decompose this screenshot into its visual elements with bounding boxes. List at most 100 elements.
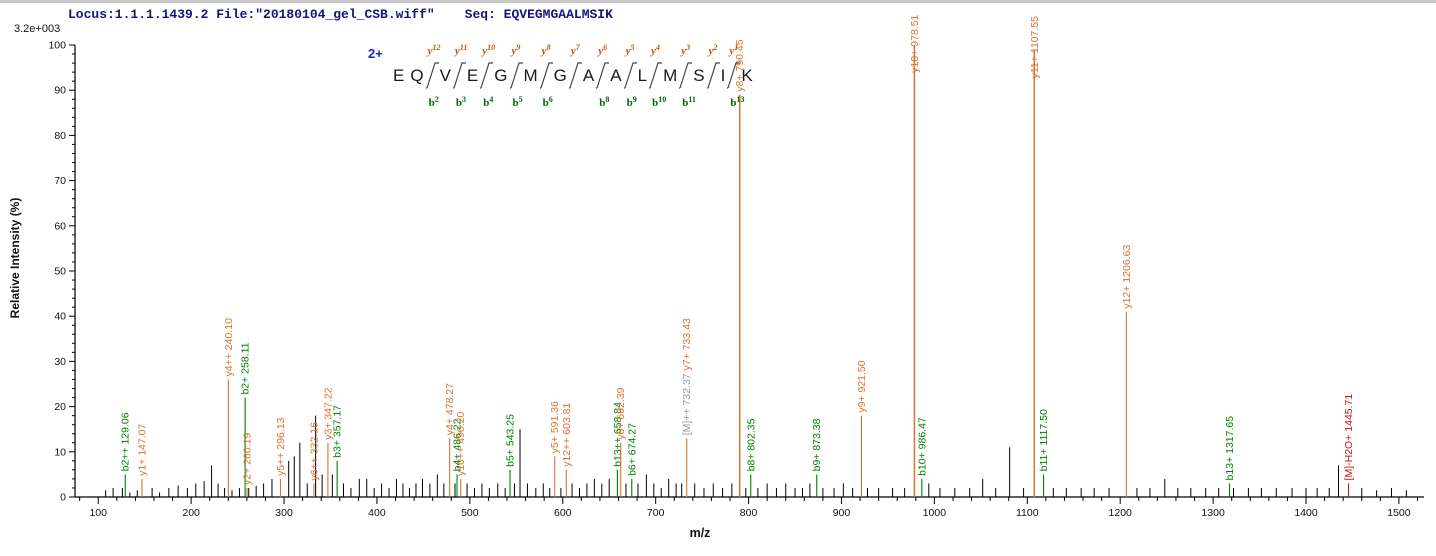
max-intensity-label: 3.2e+003 [14, 23, 61, 35]
x-axis-tick-label: 500 [461, 507, 479, 519]
cleavage-mark: y7 [568, 43, 582, 94]
b-ion-label: b4 [483, 95, 494, 109]
b-ion-label: b6 [542, 95, 553, 109]
peak-label: [M]++ 732.37 y7+ 733.43 [681, 318, 693, 435]
peak-label: y4++ 240.10 [223, 318, 235, 377]
cleavage-mark: y1 b13 [727, 43, 744, 109]
cleavage-slash-icon [649, 62, 663, 89]
peak-label: b8+ 802.35 [745, 418, 757, 471]
peak-label: b9+ 873.38 [811, 418, 823, 471]
cleavage-mark: y3 b11 [679, 43, 696, 109]
x-axis-tick-label: 400 [368, 507, 386, 519]
y-axis-tick-label: 10 [54, 446, 66, 458]
y-ion-label: y1 [729, 43, 739, 57]
y-ion-label: y3 [681, 43, 691, 57]
peak-label: b13+ 1317.65 [1224, 416, 1236, 481]
cleavage-slash-icon [596, 62, 610, 89]
residue-letter: K [741, 66, 753, 85]
peak-label: b2++ 129.06 [120, 412, 132, 471]
cleavage-mark: y10 b4 [480, 43, 495, 109]
b-ion-label: b3 [455, 95, 467, 109]
peak-label: y11+ 1107.55 [1029, 16, 1041, 79]
residue-letter: A [610, 66, 622, 85]
y-ion-label: y12 [427, 43, 441, 57]
x-axis-title: m/z [690, 526, 711, 540]
peak-label: y5++ 296.13 [275, 417, 287, 476]
peak-label: y3+ 347.22 [322, 387, 334, 439]
window-top-divider [0, 0, 1436, 3]
cleavage-mark: y5 b9 [623, 43, 637, 109]
cleavage-slash-icon [480, 62, 494, 89]
peak-label: y10+ 978.51 [909, 14, 921, 72]
residue-letter: G [553, 66, 567, 85]
x-axis-tick-label: 1000 [923, 507, 947, 519]
residue-letter: E [466, 66, 479, 85]
y-axis-tick-label: 90 [54, 85, 66, 97]
peak-label: [M]-H2O+ 1445.71 [1343, 394, 1355, 481]
b-ion-label: b9 [626, 95, 637, 109]
sequence-text: Seq: EQVEGMGAALMSIK [464, 7, 613, 22]
x-axis-tick-label: 1100 [1016, 507, 1039, 519]
b-ion-label: b8 [599, 95, 610, 109]
cleavage-slash-icon [568, 62, 582, 89]
y-axis-tick-label: 50 [54, 266, 66, 278]
y-ion-label: y2 [708, 43, 718, 57]
cleavage-slash-icon [509, 62, 523, 89]
cleavage-mark: y8 b6 [539, 43, 553, 109]
x-axis-tick-label: 800 [740, 507, 758, 519]
residue-letter: Q [410, 66, 424, 85]
y-axis-tick-label: 100 [48, 40, 66, 52]
cleavage-slash-icon [425, 62, 439, 89]
peak-label: y5+ 591.36 [549, 401, 561, 453]
y-axis-tick-label: 40 [54, 311, 66, 323]
peak-label: b3+ 357.17 [332, 405, 344, 458]
residue-letter: M [663, 66, 678, 85]
x-axis-tick-label: 1500 [1387, 507, 1411, 519]
b-ion-label: b13 [730, 95, 745, 109]
cleavage-slash-icon [727, 62, 741, 89]
cleavage-slash-icon [452, 62, 466, 89]
x-axis-tick-label: 100 [89, 507, 107, 519]
residue-letter: S [693, 66, 705, 85]
cleavage-slash-icon [679, 62, 693, 89]
peak-label: y1+ 147.07 [136, 424, 148, 476]
cleavage-mark: y12 b2 [425, 43, 440, 109]
y-ion-label: y10 [482, 43, 496, 57]
y-ion-label: y9 [511, 43, 521, 57]
peak-label: y10++ 490.20 [455, 412, 467, 476]
cleavage-slash-icon [706, 62, 720, 89]
x-axis-tick-label: 600 [554, 507, 572, 519]
peak-label: b10+ 986.47 [916, 417, 928, 476]
cleavage-mark: y9 b5 [509, 43, 523, 109]
b-ion-label: b2 [428, 95, 439, 109]
y-axis-title: Relative Intensity (%) [8, 198, 22, 319]
y-axis-tick-label: 0 [60, 492, 66, 504]
y-ion-label: y8 [541, 43, 551, 57]
peak-label: b6+ 674.27 [626, 423, 638, 476]
peak-label: b5+ 543.25 [505, 414, 517, 467]
cleavage-slash-icon [623, 62, 637, 89]
y-axis-tick-label: 20 [54, 401, 66, 413]
cleavage-mark: y6 b8 [596, 43, 610, 109]
x-axis-tick-label: 300 [275, 507, 293, 519]
residue-letter: V [439, 66, 451, 85]
y-axis-tick-label: 60 [54, 220, 66, 232]
peak-label: y12+ 1206.63 [1121, 245, 1133, 309]
residue-letter: A [582, 66, 595, 85]
x-axis-tick-label: 200 [182, 507, 200, 519]
residue-letter: L [637, 66, 648, 85]
cleavage-slash-icon [539, 62, 553, 89]
x-axis-tick-label: 900 [833, 507, 851, 519]
cleavage-mark: y11 b3 [452, 43, 467, 109]
x-axis-tick-label: 700 [647, 507, 665, 519]
residue-letter: M [523, 66, 538, 85]
b-ion-label: b10 [652, 95, 667, 109]
peak-label: b4+ 486.22 [452, 418, 464, 471]
y-ion-label: y7 [570, 43, 580, 57]
y-ion-label: y6 [598, 43, 608, 57]
x-axis-tick-label: 1300 [1201, 507, 1225, 519]
y-axis-tick-label: 70 [54, 175, 66, 187]
peak-label: b2+ 258.11 [240, 342, 252, 394]
